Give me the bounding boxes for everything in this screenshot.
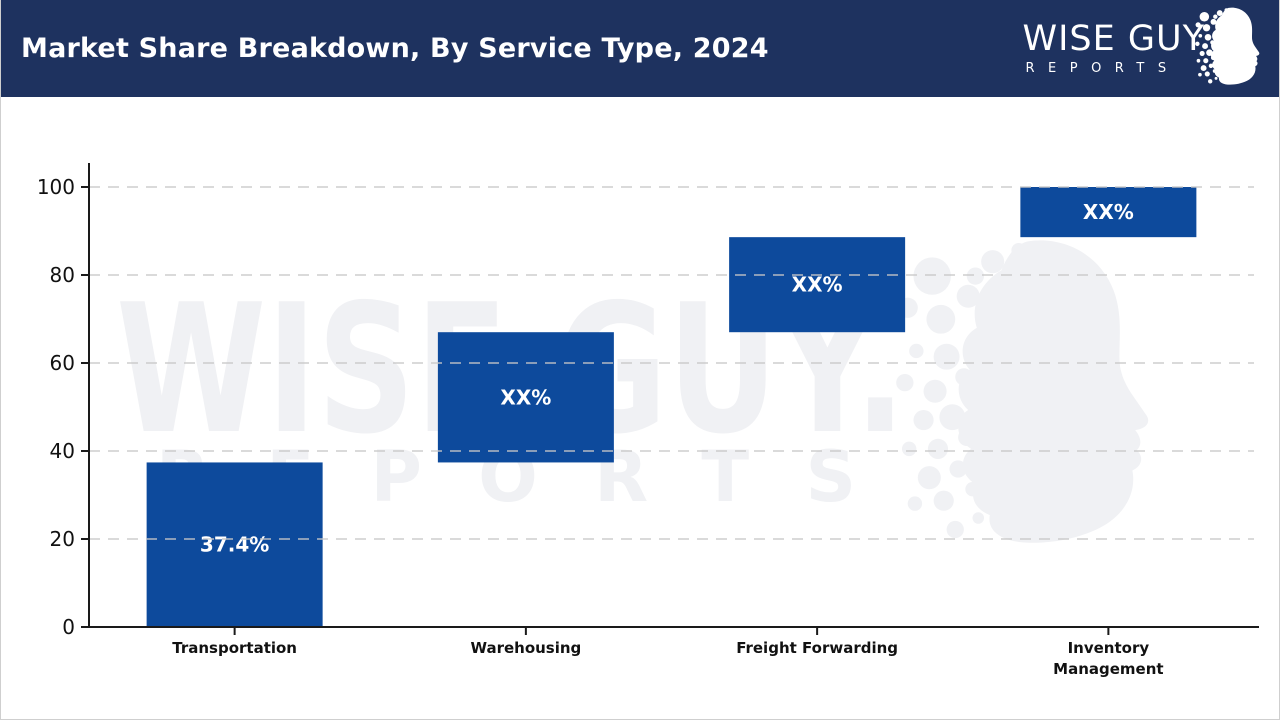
logo-wordmark: WISE GUY (1022, 19, 1205, 60)
chart-area: WISE GUY. REPORTS 37.4%XX%XX%XX%02040608… (1, 97, 1279, 719)
bar-freight-forwarding (729, 237, 906, 333)
header: Market Share Breakdown, By Service Type,… (1, 0, 1279, 97)
bar-value-label: 37.4% (200, 533, 269, 557)
bar-inventory-management (1020, 187, 1197, 238)
bar-transportation (146, 462, 323, 627)
y-tick-label: 20 (50, 527, 75, 551)
page-title: Market Share Breakdown, By Service Type,… (21, 33, 769, 64)
category-label: Transportation (172, 639, 297, 657)
bar-warehousing (437, 332, 614, 463)
y-tick-label: 100 (37, 175, 75, 199)
logo-subtitle: REPORTS (1025, 60, 1180, 76)
bar-value-label: XX% (1083, 200, 1134, 224)
y-tick-label: 40 (50, 439, 75, 463)
logo-text: WISE GUY REPORTS (1022, 21, 1205, 76)
category-label: Freight Forwarding (736, 639, 898, 657)
y-tick-label: 0 (62, 615, 75, 639)
y-tick-label: 80 (50, 263, 75, 287)
category-label: Inventory Management (1053, 639, 1163, 678)
category-label: Warehousing (470, 639, 581, 657)
head-profile-dots-icon (1195, 7, 1260, 85)
y-tick-label: 60 (50, 351, 75, 375)
wise-guy-logo: WISE GUY REPORTS (1022, 5, 1269, 93)
bar-value-label: XX% (792, 273, 843, 297)
bar-value-label: XX% (500, 385, 551, 409)
waterfall-chart: 37.4% XX% XX% XX% 0 20 40 60 80 100 Transportation… (37, 163, 1259, 678)
